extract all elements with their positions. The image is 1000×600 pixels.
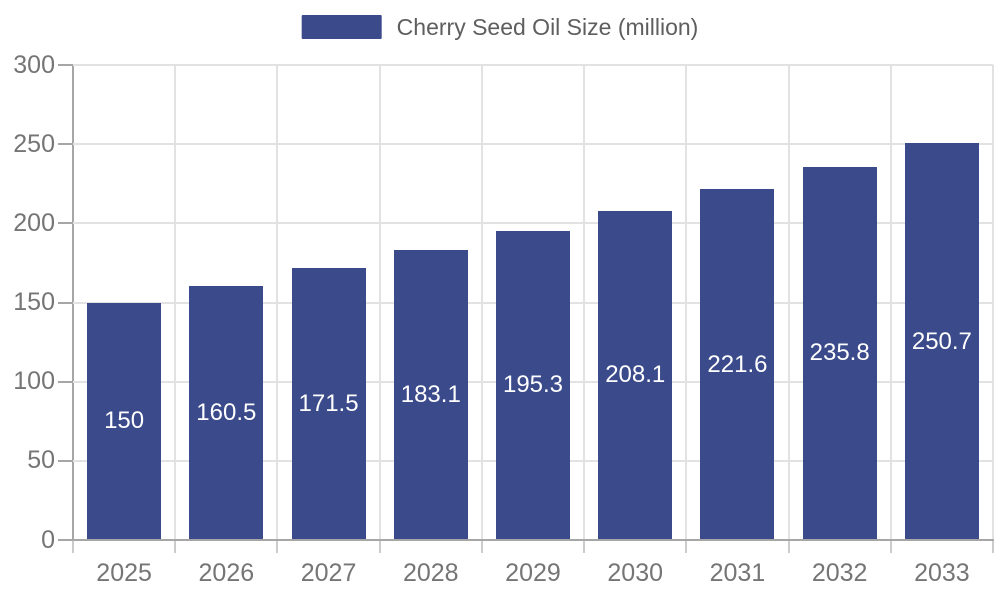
gridline-h xyxy=(73,222,993,225)
y-tick-label: 0 xyxy=(41,525,55,554)
gridline-h xyxy=(73,64,993,66)
x-tick-label: 2030 xyxy=(607,559,664,587)
bar[interactable] xyxy=(904,143,979,540)
bar-value-label: 195.3 xyxy=(502,371,564,399)
x-tick-mark xyxy=(685,541,688,553)
bar-value-label: 183.1 xyxy=(400,381,461,409)
gridline-v xyxy=(583,65,586,540)
y-tick-mark xyxy=(58,222,73,225)
x-tick-label: 2025 xyxy=(96,559,152,587)
gridline-v xyxy=(889,65,892,540)
bar[interactable] xyxy=(598,210,673,540)
bar-value-label: 221.6 xyxy=(707,350,768,378)
gridline-v xyxy=(378,65,381,540)
bar-value-label: 171.5 xyxy=(298,390,359,418)
x-tick-mark xyxy=(276,541,279,553)
x-tick-label: 2032 xyxy=(811,559,868,587)
x-tick-mark xyxy=(583,541,586,553)
y-tick-mark xyxy=(58,301,73,304)
x-axis-line xyxy=(72,539,994,541)
y-tick-label: 50 xyxy=(27,446,55,475)
x-tick-label: 2033 xyxy=(914,559,970,587)
plot-area: 150 160.5 171.5 183.1 195.3 208.1 221.6 235.8 25… xyxy=(73,64,994,540)
legend-swatch[interactable] xyxy=(301,15,382,39)
y-tick-label: 200 xyxy=(13,208,55,237)
y-tick-label: 150 xyxy=(13,288,55,316)
y-tick-label: 300 xyxy=(13,50,55,79)
x-tick-mark xyxy=(992,541,994,553)
bar-value-label: 160.5 xyxy=(196,398,257,426)
y-tick-label: 100 xyxy=(13,367,55,396)
y-tick-mark xyxy=(58,459,73,462)
gridline-v xyxy=(787,65,790,540)
bar[interactable] xyxy=(802,166,877,540)
gridline-v xyxy=(685,65,688,540)
bar[interactable] xyxy=(87,302,162,540)
y-axis-line xyxy=(72,65,74,542)
legend-label: Cherry Seed Oil Size (million) xyxy=(396,14,699,40)
y-tick-mark xyxy=(58,380,73,383)
x-tick-label: 2028 xyxy=(402,559,459,587)
x-tick-label: 2031 xyxy=(709,559,766,587)
bar-value-label: 150 xyxy=(104,407,145,435)
bar-value-label: 208.1 xyxy=(605,361,666,389)
bar-value-label: 250.7 xyxy=(911,327,972,355)
gridline-v xyxy=(276,65,279,540)
gridline-v xyxy=(174,65,177,540)
bar[interactable] xyxy=(393,250,468,540)
bar[interactable] xyxy=(189,285,264,540)
gridline-v xyxy=(480,65,483,540)
x-tick-mark xyxy=(72,541,74,553)
y-tick-mark xyxy=(58,143,73,146)
y-tick-label: 250 xyxy=(13,129,55,158)
bar[interactable] xyxy=(291,268,366,540)
y-tick-mark xyxy=(58,539,73,541)
x-tick-label: 2029 xyxy=(505,559,561,587)
x-tick-label: 2027 xyxy=(300,559,357,587)
x-tick-mark xyxy=(889,541,892,553)
y-tick-mark xyxy=(58,64,73,66)
x-tick-mark xyxy=(787,541,790,553)
gridline-h xyxy=(73,143,993,146)
gridline-v xyxy=(992,65,994,540)
bar[interactable] xyxy=(496,230,570,540)
x-tick-label: 2026 xyxy=(198,559,255,587)
x-tick-mark xyxy=(480,541,483,553)
legend[interactable]: Cherry Seed Oil Size (million) xyxy=(301,14,699,40)
x-tick-mark xyxy=(378,541,381,553)
x-tick-mark xyxy=(174,541,177,553)
bar-value-label: 235.8 xyxy=(809,339,870,367)
bar[interactable] xyxy=(700,189,775,540)
